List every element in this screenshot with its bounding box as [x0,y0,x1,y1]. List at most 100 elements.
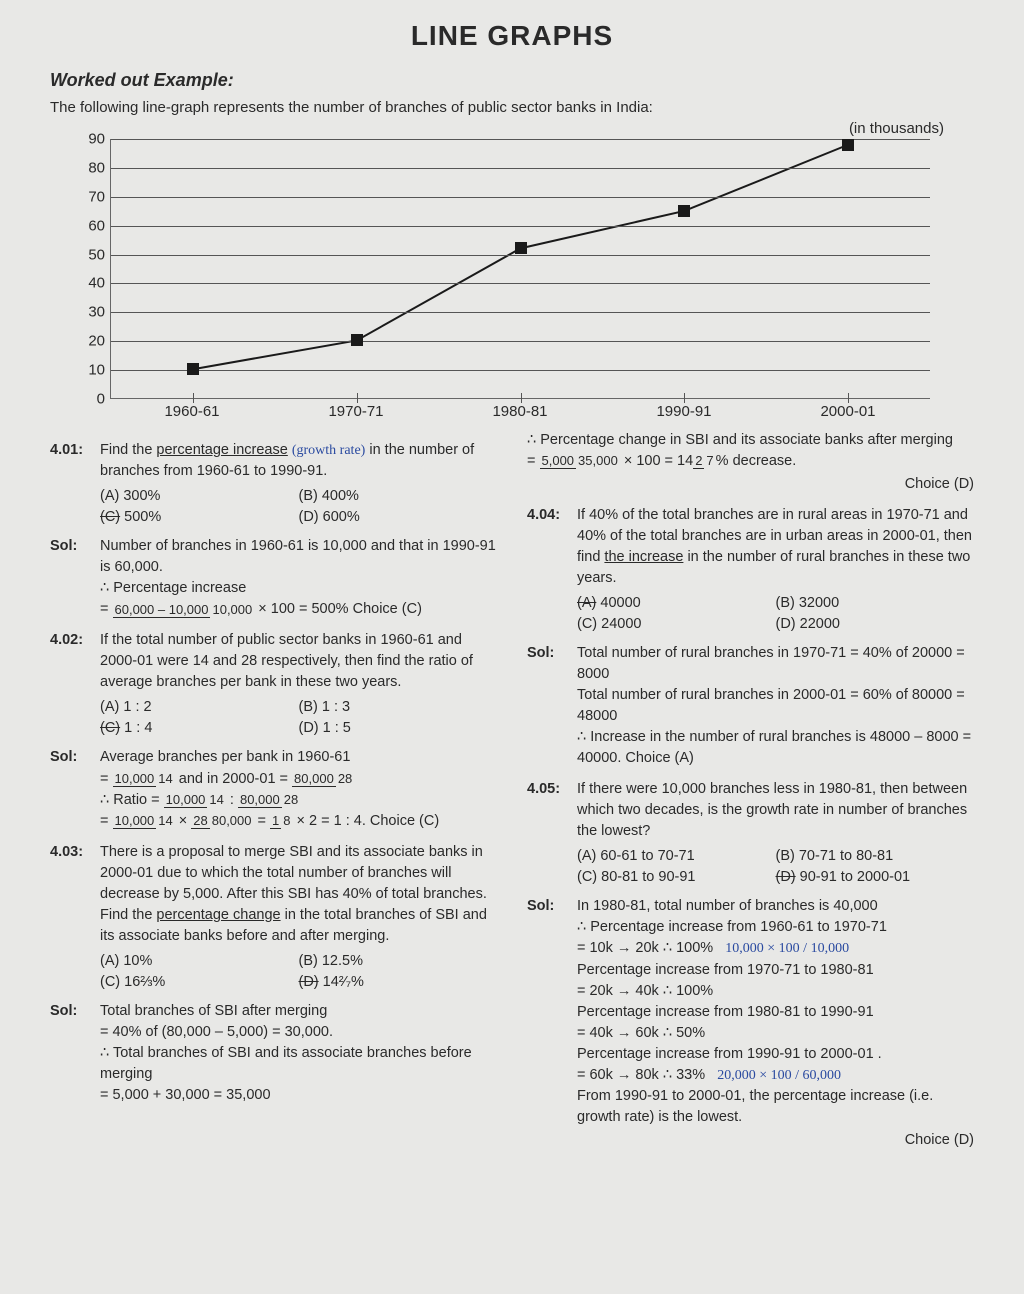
q-4-04: 4.04: If 40% of the total branches are i… [527,505,974,635]
q-4-01: 4.01: Find the percentage increase (grow… [50,440,497,528]
q-4-01-body: Find the percentage increase (growth rat… [100,440,497,528]
sol-4-02: Sol: Average branches per bank in 1960-6… [50,747,497,831]
sol-4-03-l3: ∴ Total branches of SBI and its associat… [100,1043,497,1085]
opt-a: (A) 300% [100,486,299,507]
chart-marker [842,139,854,151]
sol-4-05-l4: Percentage increase from 1970-71 to 1980… [577,960,974,981]
sol-4-02-l3: ∴ Ratio = 10,00014 : 80,00028 [100,790,439,811]
opt-a: (A) 10% [100,951,299,972]
q-4-03-text-u: percentage change [156,907,280,923]
opt-c-struck: (C) [100,720,120,736]
sol-4-03-l4: = 5,000 + 30,000 = 35,000 [100,1085,497,1106]
right-column: ∴ Percentage change in SBI and its assoc… [527,430,974,1151]
intro-text: The following line-graph represents the … [50,99,974,116]
q-4-03: 4.03: There is a proposal to merge SBI a… [50,842,497,993]
subtitle: Worked out Example: [50,70,974,91]
chart-y-label: 30 [88,304,111,321]
sol-4-05-l8: Percentage increase from 1990-91 to 2000… [577,1044,974,1065]
sol-4-05-l9: = 60k → 80k ∴ 33% 20,000 × 100 / 60,000 [577,1065,974,1086]
q-4-02: 4.02: If the total number of public sect… [50,630,497,739]
q-4-01-text-u: percentage increase [156,442,287,458]
sol-4-05-l2: ∴ Percentage increase from 1960-61 to 19… [577,917,974,938]
opt-d: (D) 1 : 5 [299,718,498,739]
sol-4-02-l4: = 10,00014 × 2880,000 = 18 × 2 = 1 : 4. … [100,811,439,832]
q-4-04-num: 4.04: [527,505,569,635]
handwritten-growth: (growth rate) [292,443,365,458]
opt-d: (D) 600% [299,507,498,528]
sol-4-05: Sol: In 1980-81, total number of branche… [527,896,974,1151]
chart-x-label: 1970-71 [274,403,438,420]
opt-d-struck: (D) [299,974,319,990]
sol-4-04-l2: Total number of rural branches in 2000-0… [577,685,974,727]
q-4-02-text: If the total number of public sector ban… [100,632,473,690]
q-4-04-text-u: the increase [604,549,683,565]
q-4-02-num: 4.02: [50,630,92,739]
sol-4-02-l2: = 10,00014 and in 2000-01 = 80,00028 [100,769,439,790]
handwritten-note-1: 10,000 × 100 / 10,000 [725,941,849,956]
sol-4-04: Sol: Total number of rural branches in 1… [527,643,974,769]
opt-b: (B) 12.5% [299,951,498,972]
opt-b: (B) 70-71 to 80-81 [776,846,975,867]
opt-c: 500% [124,509,161,525]
sol-4-02-l1: Average branches per bank in 1960-61 [100,747,439,768]
chart-x-label: 2000-01 [766,403,930,420]
opt-c-struck: (C) [100,509,120,525]
opt-c: (C) 80-81 to 90-91 [577,867,776,888]
chart-marker [678,205,690,217]
sol-4-03-l2: = 40% of (80,000 – 5,000) = 30,000. [100,1022,497,1043]
chart-y-label: 50 [88,246,111,263]
chart-y-label: 20 [88,333,111,350]
sol-4-05-l3: = 10k → 20k ∴ 100% 10,000 × 100 / 10,000 [577,938,974,959]
col2top-choice: Choice (D) [527,474,974,495]
opt-a: (A) 60-61 to 70-71 [577,846,776,867]
chart-marker [351,334,363,346]
chart-y-label: 70 [88,188,111,205]
q-4-01-num: 4.01: [50,440,92,528]
in-thousands-label: (in thousands) [50,120,944,137]
sol-4-01-label: Sol: [50,536,92,620]
sol-4-01-l1: Number of branches in 1960-61 is 10,000 … [100,536,497,578]
sol-4-05-l1: In 1980-81, total number of branches is … [577,896,974,917]
opt-a: (A) 1 : 2 [100,697,299,718]
opt-c: (C) 24000 [577,614,776,635]
q-4-05: 4.05: If there were 10,000 branches less… [527,779,974,888]
sol-4-03-cont: ∴ Percentage change in SBI and its assoc… [527,430,974,495]
q-4-03-num: 4.03: [50,842,92,993]
line-chart: 0102030405060708090 1960-611970-711980-8… [110,139,930,420]
left-column: 4.01: Find the percentage increase (grow… [50,430,497,1151]
opt-c: (C) 16⅔% [100,972,299,993]
opt-d: 14²⁄₇% [323,974,364,990]
opt-c: 1 : 4 [124,720,152,736]
chart-x-label: 1960-61 [110,403,274,420]
sol-4-05-choice: Choice (D) [577,1130,974,1151]
sol-4-05-l6: Percentage increase from 1980-81 to 1990… [577,1002,974,1023]
chart-line-svg [111,139,930,398]
sol-4-02-label: Sol: [50,747,92,831]
opt-d: 90-91 to 2000-01 [800,869,910,885]
page-title: LINE GRAPHS [50,20,974,52]
chart-marker [515,242,527,254]
opt-b: (B) 400% [299,486,498,507]
chart-y-label: 60 [88,217,111,234]
q-4-05-num: 4.05: [527,779,569,888]
sol-4-05-label: Sol: [527,896,569,1151]
col2top-l1: ∴ Percentage change in SBI and its assoc… [527,430,974,451]
sol-4-03-label: Sol: [50,1001,92,1106]
opt-a: 40000 [600,595,640,611]
chart-y-label: 90 [88,131,111,148]
q-4-05-text: If there were 10,000 branches less in 19… [577,781,967,839]
col2top-l2: = 5,00035,000 × 100 = 1427% decrease. [527,451,974,472]
chart-x-label: 1990-91 [602,403,766,420]
chart-x-label: 1980-81 [438,403,602,420]
opt-b: (B) 1 : 3 [299,697,498,718]
sol-4-05-l7: = 40k → 60k ∴ 50% [577,1023,974,1044]
chart-y-label: 80 [88,159,111,176]
sol-4-03: Sol: Total branches of SBI after merging… [50,1001,497,1106]
sol-4-03-l1: Total branches of SBI after merging [100,1001,497,1022]
sol-4-01: Sol: Number of branches in 1960-61 is 10… [50,536,497,620]
sol-4-04-l3: ∴ Increase in the number of rural branch… [577,727,974,769]
sol-4-01-l2: ∴ Percentage increase [100,578,497,599]
sol-4-05-l5: = 20k → 40k ∴ 100% [577,981,974,1002]
q-4-01-text-a: Find the [100,442,156,458]
chart-y-label: 0 [97,391,111,408]
